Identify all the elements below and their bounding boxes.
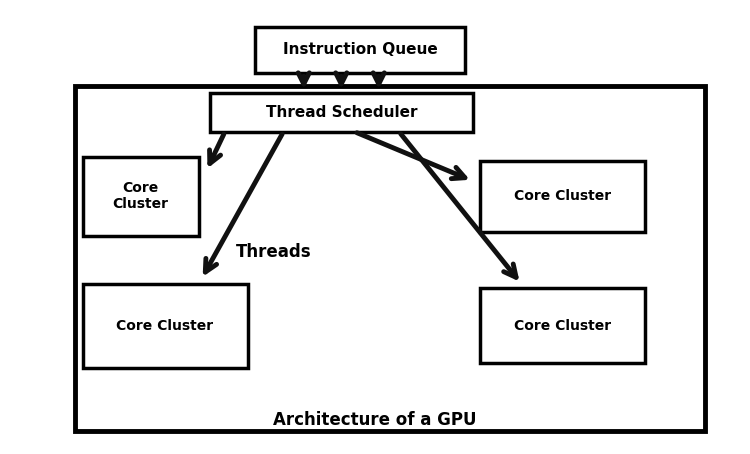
Bar — [82, 284, 248, 368]
Bar — [75, 86, 705, 431]
Text: Core
Cluster: Core Cluster — [112, 181, 169, 212]
Bar — [480, 161, 645, 232]
Bar — [480, 288, 645, 363]
Text: Architecture of a GPU: Architecture of a GPU — [273, 411, 477, 429]
Text: Core Cluster: Core Cluster — [116, 319, 214, 333]
Bar — [210, 93, 472, 132]
Bar — [255, 27, 465, 73]
Text: Core Cluster: Core Cluster — [514, 189, 611, 203]
Text: Threads: Threads — [236, 243, 311, 261]
Text: Instruction Queue: Instruction Queue — [283, 42, 437, 58]
Text: Thread Scheduler: Thread Scheduler — [266, 105, 417, 120]
Bar — [82, 157, 199, 236]
Text: Core Cluster: Core Cluster — [514, 319, 611, 333]
